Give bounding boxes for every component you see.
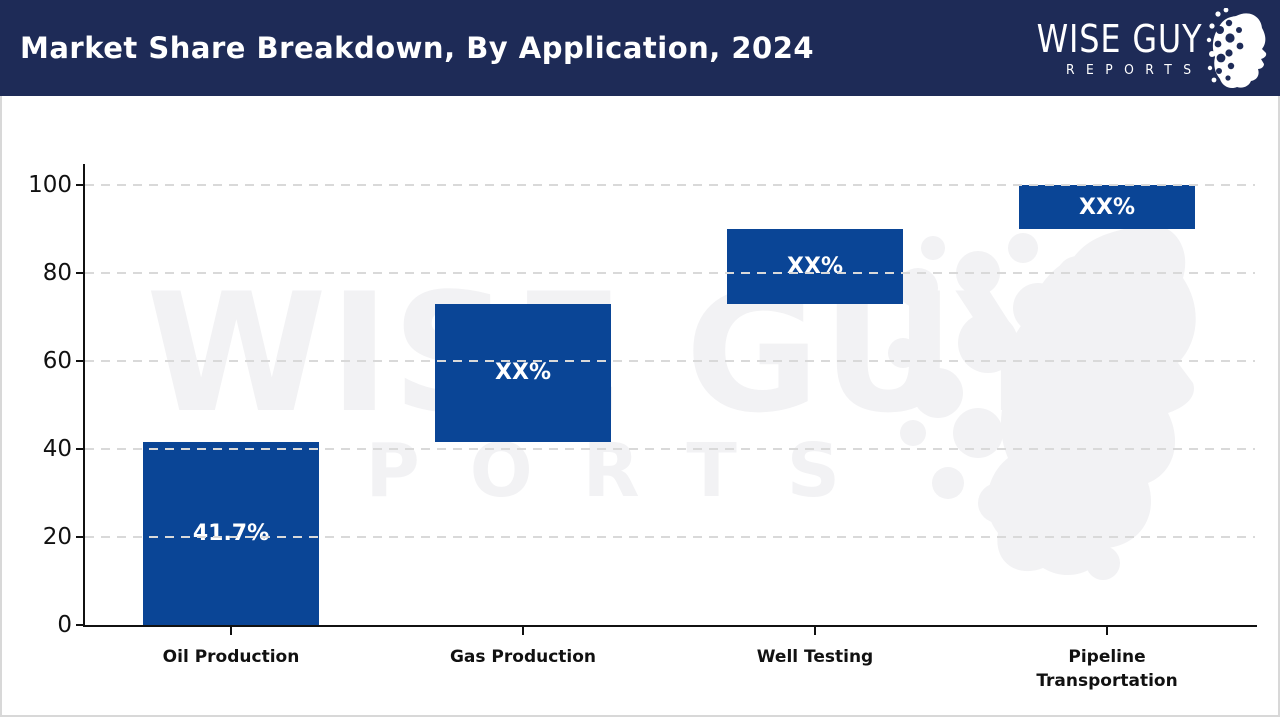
gridline <box>85 360 1255 362</box>
x-tick-mark <box>230 627 232 635</box>
brand-head-icon <box>1206 8 1267 89</box>
y-tick-mark <box>76 536 84 538</box>
bar-pipeline-transportation: XX% <box>1019 185 1195 229</box>
bar-gas-production: XX% <box>435 303 611 442</box>
bar-well-testing: XX% <box>727 229 903 304</box>
y-tick-label: 0 <box>57 612 72 638</box>
y-tick-label: 80 <box>42 260 72 286</box>
y-tick-label: 20 <box>42 524 72 550</box>
y-tick-mark <box>76 360 84 362</box>
y-tick-mark <box>76 184 84 186</box>
y-axis-line <box>83 164 85 625</box>
x-label-gas-production: Gas Production <box>449 647 597 667</box>
gridline <box>85 448 1255 450</box>
y-tick-mark <box>76 272 84 274</box>
y-tick-mark <box>76 624 84 626</box>
x-label-well-testing: Well Testing <box>756 647 874 667</box>
watermark-head-icon <box>888 224 1196 580</box>
x-tick-mark <box>1106 627 1108 635</box>
brand-logo: WISE GUY REPORTS <box>1005 6 1268 92</box>
page-border-left <box>0 96 2 716</box>
bar-oil-production: 41.7% <box>143 441 319 625</box>
bar-value-label: XX% <box>787 253 843 279</box>
page-title: Market Share Breakdown, By Application, … <box>20 31 815 65</box>
gridline <box>85 272 1255 274</box>
gridline <box>85 536 1255 538</box>
gridline <box>85 184 1255 186</box>
x-axis-line <box>83 625 1257 627</box>
x-label-pipeline-transportation: Pipeline Transportation <box>1036 647 1178 691</box>
brand-logo-text: WISE GUY REPORTS <box>1005 17 1202 78</box>
chart-area: 41.7% XX% XX% XX% Oil Production Gas Pro… <box>0 96 1280 716</box>
x-label-oil-production: Oil Production <box>162 647 300 667</box>
y-tick-mark <box>76 448 84 450</box>
y-tick-label: 100 <box>28 172 72 198</box>
x-tick-mark <box>522 627 524 635</box>
bar-value-label: XX% <box>495 360 551 386</box>
x-tick-mark <box>814 627 816 635</box>
page-border-right <box>1278 96 1280 716</box>
bar-value-label: XX% <box>1079 194 1135 220</box>
bar-value-label: 41.7% <box>192 520 270 546</box>
y-tick-label: 60 <box>42 348 72 374</box>
header-bar: Market Share Breakdown, By Application, … <box>0 0 1280 96</box>
y-tick-label: 40 <box>42 436 72 462</box>
brand-logo-line2: REPORTS <box>1065 62 1202 78</box>
page-border-bottom <box>0 715 1280 717</box>
brand-logo-line1: WISE GUY <box>1036 17 1202 62</box>
